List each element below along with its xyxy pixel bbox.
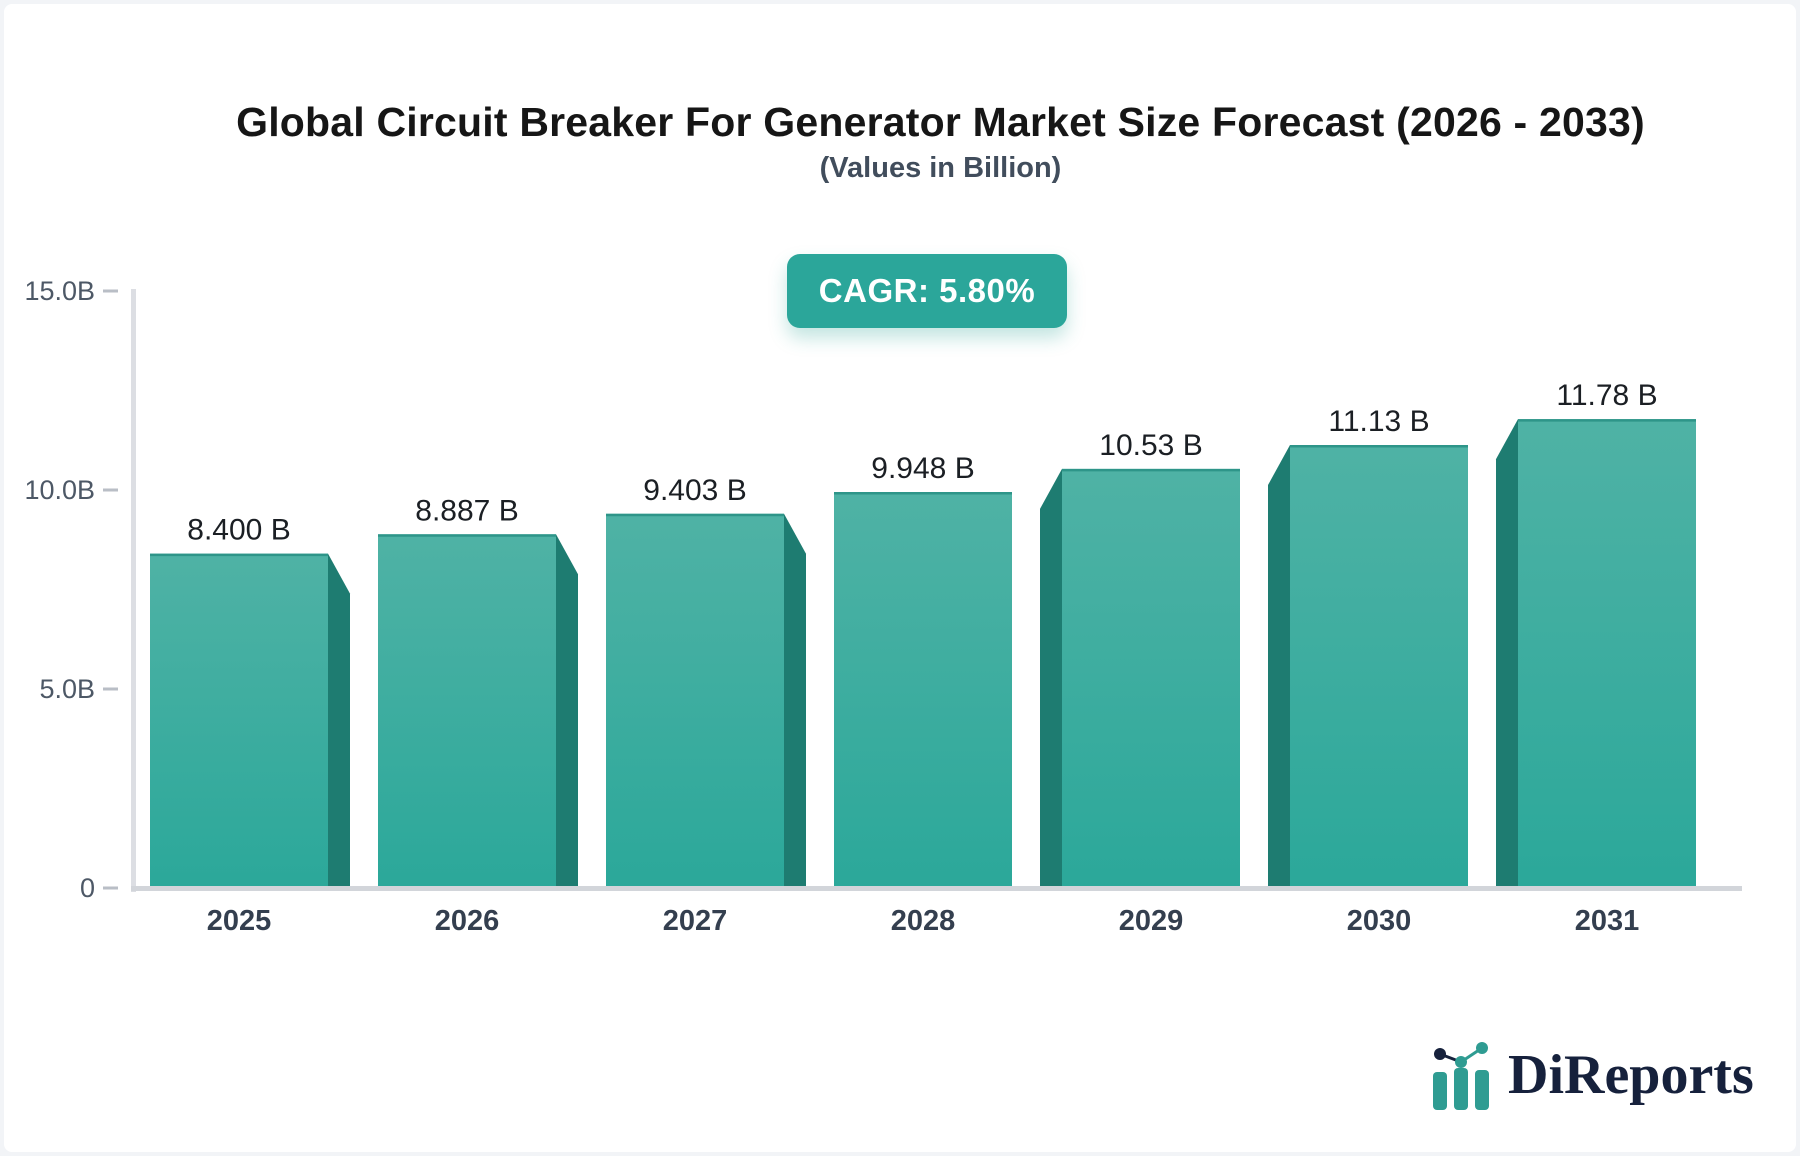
brand-logo: DiReports xyxy=(1428,1036,1754,1114)
y-tick-label-15.0B: 15.0B xyxy=(24,276,95,306)
bar-value-label-2031: 11.78 B xyxy=(1556,379,1657,412)
cagr-badge-label: CAGR: 5.80% xyxy=(818,272,1036,309)
bar-2026[interactable] xyxy=(378,534,556,888)
bar-2031[interactable] xyxy=(1518,419,1696,888)
cagr-badge: CAGR: 5.80% xyxy=(787,254,1067,328)
bar-group-2026: 8.887 B 2026 xyxy=(378,494,578,937)
bar-side-2030 xyxy=(1268,445,1290,888)
bar-2030[interactable] xyxy=(1290,445,1468,888)
bar-2027[interactable] xyxy=(606,513,784,888)
y-axis-line xyxy=(131,289,136,892)
bar-group-2029: 10.53 B 2029 xyxy=(1040,429,1240,937)
bar-value-label-2029: 10.53 B xyxy=(1099,429,1202,462)
bar-side-2031 xyxy=(1496,419,1518,888)
x-axis-label-2029: 2029 xyxy=(1119,905,1184,937)
bar-side-2026 xyxy=(556,534,578,888)
chart-subtitle: (Values in Billion) xyxy=(819,152,1062,184)
y-tick-label-5.0B: 5.0B xyxy=(39,674,95,704)
x-axis-label-2030: 2030 xyxy=(1347,905,1412,937)
x-axis-label-2028: 2028 xyxy=(891,905,956,937)
x-axis-label-2027: 2027 xyxy=(663,905,728,937)
bar-2028[interactable] xyxy=(834,492,1012,888)
mini-bar-chart-with-dots-icon xyxy=(1433,1042,1489,1110)
chart-title: Global Circuit Breaker For Generator Mar… xyxy=(236,99,1645,145)
bar-group-2028: 9.948 B 2028 xyxy=(834,452,1012,937)
y-tick-label-0: 0 xyxy=(80,873,95,903)
chart-card: Global Circuit Breaker For Generator Mar… xyxy=(4,4,1796,1152)
bar-value-label-2025: 8.400 B xyxy=(187,514,290,547)
bar-2029[interactable] xyxy=(1062,468,1240,888)
x-axis-label-2026: 2026 xyxy=(435,905,500,937)
bar-value-label-2028: 9.948 B xyxy=(871,452,974,485)
bar-group-2031: 11.78 B 2031 xyxy=(1496,379,1696,937)
brand-logo-text: DiReports xyxy=(1508,1044,1754,1106)
bar-side-2027 xyxy=(784,513,806,888)
bar-value-label-2027: 9.403 B xyxy=(643,474,746,507)
x-axis-label-2025: 2025 xyxy=(207,905,272,937)
y-tick-label-10.0B: 10.0B xyxy=(24,475,95,505)
bar-side-2025 xyxy=(328,553,350,888)
bar-2025[interactable] xyxy=(150,553,328,888)
bar-value-label-2030: 11.13 B xyxy=(1328,405,1429,438)
x-axis-line xyxy=(131,886,1742,891)
bar-group-2030: 11.13 B 2030 xyxy=(1268,405,1468,937)
bar-side-2029 xyxy=(1040,468,1062,888)
x-axis-label-2031: 2031 xyxy=(1575,905,1640,937)
bar-chart: 15.0B 10.0B 5.0B 0 8.400 B 2025 8.887 B 2026 9.4… xyxy=(24,276,1742,937)
bar-group-2027: 9.403 B 2027 xyxy=(606,474,806,937)
bar-value-label-2026: 8.887 B xyxy=(415,494,518,527)
bar-group-2025: 8.400 B 2025 xyxy=(150,514,350,937)
